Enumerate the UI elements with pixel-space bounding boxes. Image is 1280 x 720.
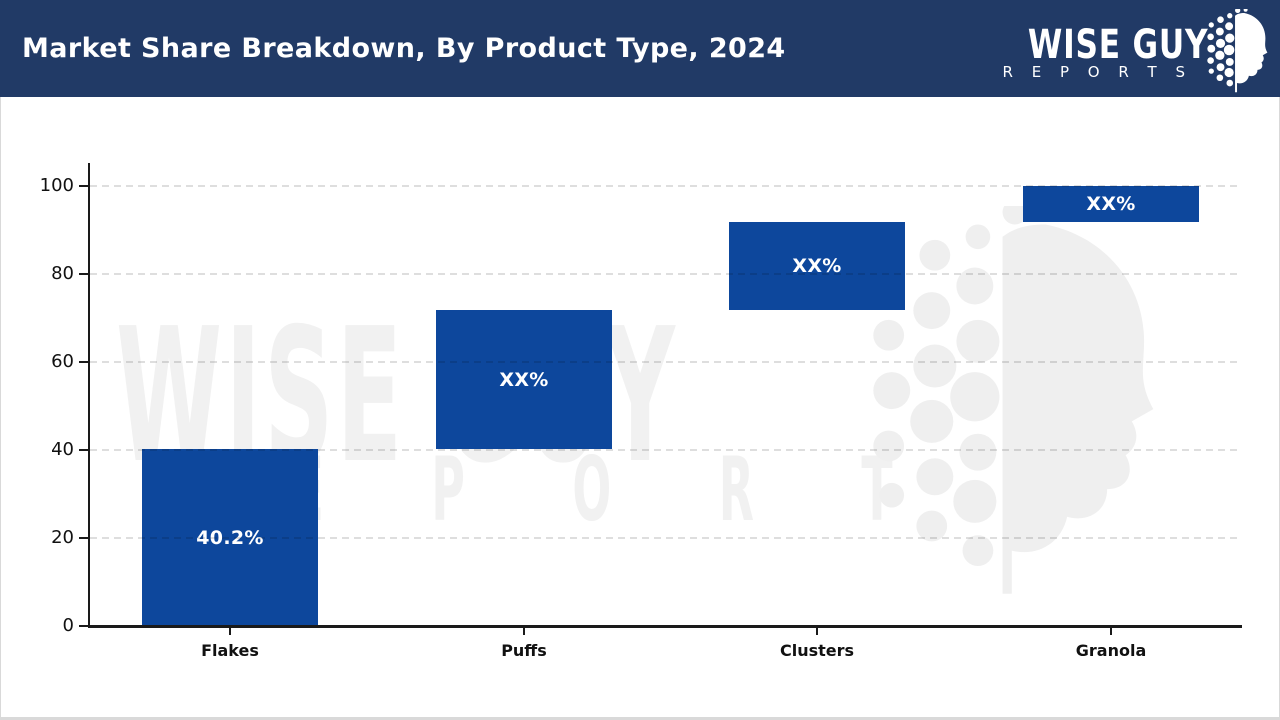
bottom-border [0,717,1280,720]
y-tick-0 [79,625,89,627]
x-tick-label-flakes: Flakes [201,641,259,660]
bar-puffs: XX% [436,310,612,449]
y-tick-label-0: 0 [62,615,74,636]
x-tick-label-granola: Granola [1075,641,1147,660]
x-tick-label-clusters: Clusters [779,641,855,660]
y-tick-20 [79,537,89,539]
bar-value-label: XX% [499,368,549,391]
x-tick-flakes [229,627,231,635]
y-tick-60 [79,361,89,363]
x-tick-granola [1110,627,1112,635]
chart-title: Market Share Breakdown, By Product Type,… [22,33,786,64]
x-tick-label-puffs: Puffs [501,641,547,660]
wiseguy-logo: WISE GUY R E P O R T S [1000,4,1272,94]
bar-flakes: 40.2% [142,449,318,626]
y-tick-100 [79,185,89,187]
logo-subtitle: R E P O R T S [1002,63,1192,81]
bar-clusters: XX% [729,222,905,310]
header-bar: Market Share Breakdown, By Product Type,… [0,0,1280,97]
gridline-80 [90,273,1242,275]
gridline-100 [90,185,1242,187]
y-tick-80 [79,273,89,275]
bar-value-label: 40.2% [196,526,264,549]
y-tick-label-40: 40 [51,439,74,460]
bar-value-label: XX% [1086,193,1136,215]
y-tick-label-80: 80 [51,263,74,284]
x-tick-puffs [523,627,525,635]
x-tick-clusters [816,627,818,635]
gridline-20 [90,537,1242,539]
logo-wordmark: WISE GUY [1027,22,1208,68]
y-tick-40 [79,449,89,451]
y-axis-spine [88,163,90,628]
logo-face-icon [1207,9,1268,93]
gridline-60 [90,361,1242,363]
bar-granola: XX% [1023,186,1199,222]
gridline-40 [90,449,1242,451]
x-axis-spine [88,625,1242,628]
y-tick-label-60: 60 [51,351,74,372]
y-tick-label-100: 100 [39,175,74,196]
y-tick-label-20: 20 [51,527,74,548]
bar-value-label: XX% [792,255,842,277]
